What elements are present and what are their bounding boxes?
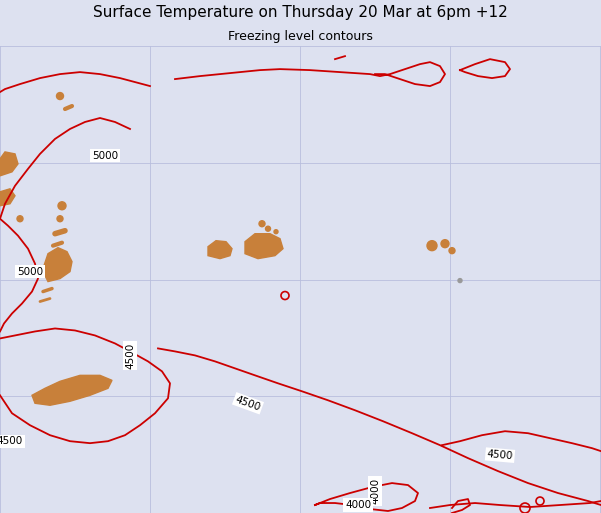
Polygon shape [208,241,232,259]
Text: 5000: 5000 [17,267,43,277]
Polygon shape [32,376,112,405]
Text: 5000: 5000 [92,151,118,161]
Text: 4000: 4000 [345,500,371,510]
Text: 4000: 4000 [370,478,380,504]
Circle shape [57,216,63,222]
Text: 4500: 4500 [486,449,513,461]
Polygon shape [245,234,283,259]
Text: Surface Temperature on Thursday 20 Mar at 6pm +12: Surface Temperature on Thursday 20 Mar a… [93,6,508,21]
Circle shape [56,92,64,100]
Circle shape [458,279,462,283]
Circle shape [266,226,270,231]
Polygon shape [44,248,72,282]
Text: 4500: 4500 [234,394,262,412]
Polygon shape [0,189,15,206]
Circle shape [58,202,66,210]
Circle shape [441,240,449,248]
Circle shape [427,241,437,251]
Circle shape [259,221,265,227]
Text: 4500: 4500 [125,342,135,368]
Circle shape [17,216,23,222]
Text: Freezing level contours: Freezing level contours [228,30,373,43]
Circle shape [274,230,278,234]
Circle shape [449,248,455,253]
Polygon shape [0,152,18,176]
Text: 4500: 4500 [0,436,23,446]
